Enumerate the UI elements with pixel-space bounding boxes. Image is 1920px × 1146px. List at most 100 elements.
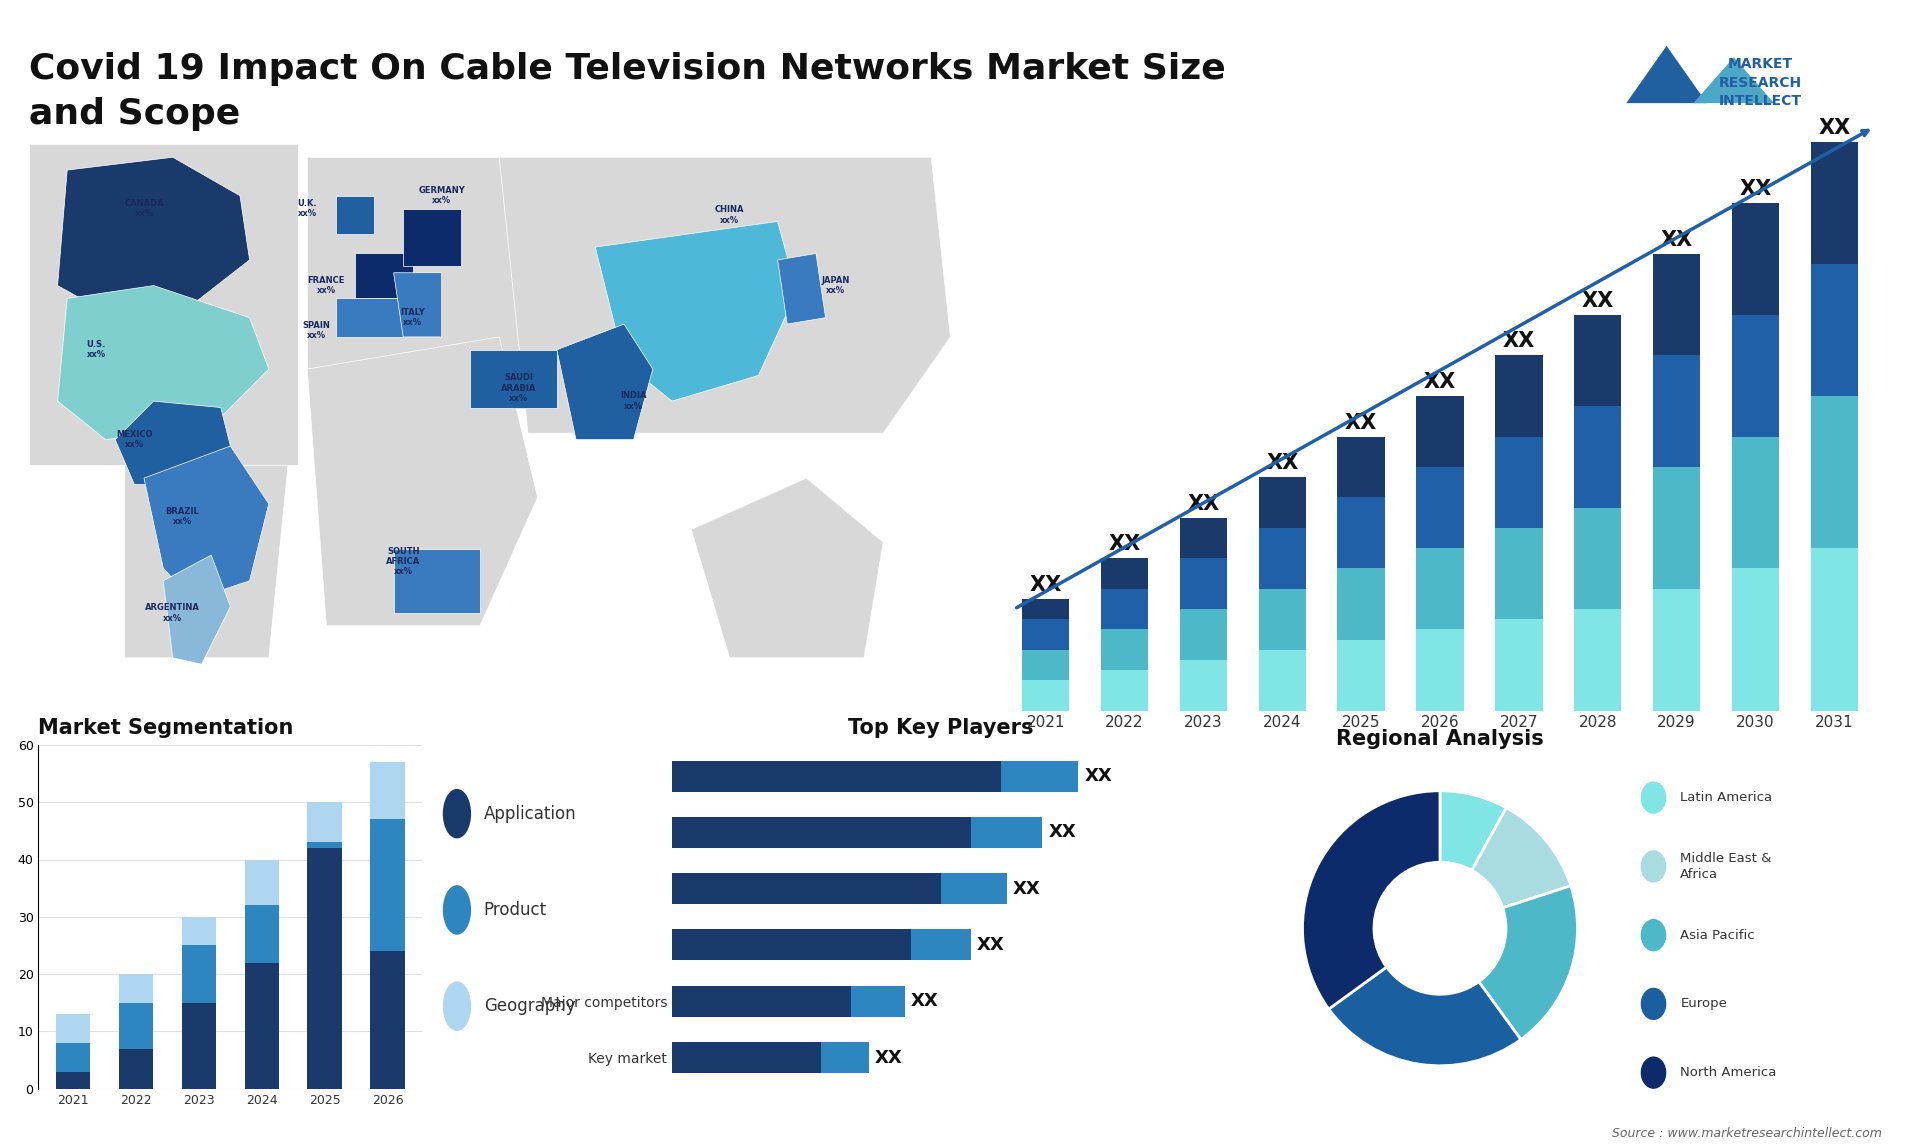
Circle shape [1642,1057,1665,1089]
Text: Geography: Geography [484,997,576,1015]
Bar [1338,568,1384,639]
Bar [1179,609,1227,660]
Bar [1811,548,1859,711]
Bar [1732,437,1780,568]
Text: JAPAN
xx%: JAPAN xx% [822,276,849,296]
Polygon shape [336,298,403,337]
Text: ARGENTINA
xx%: ARGENTINA xx% [146,603,200,622]
Text: GERMANY
xx%: GERMANY xx% [419,186,465,205]
Bar [1417,468,1463,548]
Bar [1811,264,1859,397]
Circle shape [444,982,470,1030]
Bar [1653,468,1701,589]
Text: XX: XX [1582,291,1615,311]
Text: XX: XX [1661,230,1693,250]
Bar [119,1049,154,1089]
Text: XX: XX [1085,767,1112,785]
Bar [1179,558,1227,609]
Title: Regional Analysis: Regional Analysis [1336,729,1544,749]
Bar [1653,355,1701,468]
Bar [1811,397,1859,548]
Text: INDIA
xx%: INDIA xx% [620,392,647,410]
Bar [1000,761,1079,792]
Text: XX: XX [1012,880,1041,897]
Polygon shape [58,285,269,440]
Polygon shape [355,253,413,298]
Bar [371,762,405,819]
Text: XX: XX [1425,372,1455,392]
Text: XX: XX [1265,453,1298,473]
Text: XX: XX [1346,413,1377,432]
Bar [1260,589,1306,650]
Bar [1653,254,1701,355]
Text: U.S.
xx%: U.S. xx% [86,340,106,360]
Bar [851,986,904,1017]
Polygon shape [58,157,250,317]
Bar [1260,528,1306,589]
Bar [1021,619,1069,650]
Bar [1021,680,1069,711]
Polygon shape [1693,57,1774,103]
Text: XX: XX [1187,494,1219,513]
Bar [1574,406,1620,508]
Bar [371,819,405,951]
Title: Top Key Players: Top Key Players [849,717,1033,738]
Bar [307,802,342,842]
Bar [244,860,278,905]
Text: SAUDI
ARABIA
xx%: SAUDI ARABIA xx% [501,374,536,403]
Text: Source : www.marketresearchintellect.com: Source : www.marketresearchintellect.com [1611,1128,1882,1140]
Circle shape [1642,919,1665,951]
Bar [1417,548,1463,629]
Bar [1496,619,1542,711]
Bar [1179,660,1227,711]
Polygon shape [307,157,538,369]
Polygon shape [499,157,950,433]
Polygon shape [470,350,557,408]
Bar [56,1072,90,1089]
Bar [1732,568,1780,711]
Polygon shape [29,144,298,465]
Text: XX: XX [1818,118,1851,139]
Bar [672,929,910,960]
Bar [1021,599,1069,619]
Polygon shape [557,324,653,440]
Bar [1732,315,1780,437]
Text: Asia Pacific: Asia Pacific [1680,928,1755,942]
Bar [119,1003,154,1049]
Bar [672,761,1000,792]
Wedge shape [1473,808,1571,908]
Bar [672,1042,822,1073]
Bar [371,951,405,1089]
Text: ITALY
xx%: ITALY xx% [401,308,424,328]
Bar [119,974,154,1003]
Bar [1653,589,1701,711]
Circle shape [444,886,470,934]
Text: SPAIN
xx%: SPAIN xx% [303,321,330,340]
Text: Market Segmentation: Market Segmentation [38,717,294,738]
Wedge shape [1478,886,1578,1039]
Polygon shape [394,549,480,613]
Circle shape [1642,988,1665,1020]
Bar [672,817,972,848]
Circle shape [444,790,470,838]
Polygon shape [1626,46,1707,103]
Bar [1100,558,1148,589]
Bar [307,848,342,1089]
Circle shape [1642,850,1665,882]
Polygon shape [778,253,826,324]
Text: CHINA
xx%: CHINA xx% [714,205,745,225]
Text: Latin America: Latin America [1680,791,1772,804]
Bar [910,929,972,960]
Polygon shape [595,221,797,401]
Polygon shape [163,555,230,665]
Bar [1417,397,1463,468]
Bar [1100,589,1148,629]
Bar [182,917,217,945]
Bar [56,1043,90,1072]
Text: XX: XX [876,1049,902,1067]
Bar [1338,497,1384,568]
Text: XX: XX [910,992,939,1011]
Bar [822,1042,870,1073]
Bar [1574,315,1620,406]
Text: CANADA
xx%: CANADA xx% [125,199,163,218]
